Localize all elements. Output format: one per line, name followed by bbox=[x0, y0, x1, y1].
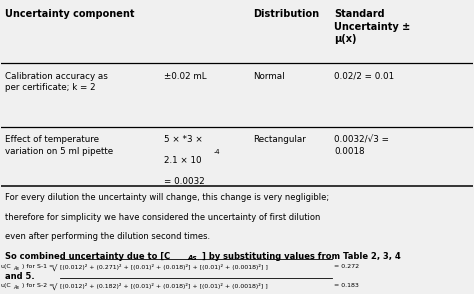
Text: u(C: u(C bbox=[0, 283, 11, 288]
Text: As: As bbox=[187, 255, 197, 261]
Text: √: √ bbox=[52, 283, 57, 292]
Text: As: As bbox=[13, 285, 19, 290]
Text: √: √ bbox=[52, 264, 57, 273]
Text: 0.02/2 = 0.01: 0.02/2 = 0.01 bbox=[334, 71, 394, 81]
Text: Standard
Uncertainty ±
μ(x): Standard Uncertainty ± μ(x) bbox=[334, 9, 410, 44]
Text: Rectangular: Rectangular bbox=[254, 135, 306, 144]
Text: So combined uncertainty due to [C: So combined uncertainty due to [C bbox=[5, 252, 171, 261]
Text: ) for S-1 =: ) for S-1 = bbox=[22, 264, 56, 269]
Text: ±0.02 mL: ±0.02 mL bbox=[164, 71, 206, 81]
Text: For every dilution the uncertainty will change, this change is very negligible;: For every dilution the uncertainty will … bbox=[5, 193, 329, 202]
Text: u(C: u(C bbox=[0, 264, 11, 269]
Text: [(0.012)² + (0.271)² + [(0.01)² + (0.018)²] + [(0.01)² + (0.0018)²] ]: [(0.012)² + (0.271)² + [(0.01)² + (0.018… bbox=[60, 264, 268, 270]
Text: = 0.0032: = 0.0032 bbox=[164, 178, 204, 186]
Text: and 5.: and 5. bbox=[5, 272, 35, 281]
Text: 5 × *3 ×: 5 × *3 × bbox=[164, 135, 202, 144]
Text: 2.1 × 10: 2.1 × 10 bbox=[164, 156, 201, 165]
Text: = 0.183: = 0.183 bbox=[334, 283, 359, 288]
Text: 0.0032/√3 =
0.0018: 0.0032/√3 = 0.0018 bbox=[334, 135, 389, 156]
Text: Uncertainty component: Uncertainty component bbox=[5, 9, 135, 19]
Text: Distribution: Distribution bbox=[254, 9, 319, 19]
Text: Normal: Normal bbox=[254, 71, 285, 81]
Text: Effect of temperature
variation on 5 ml pipette: Effect of temperature variation on 5 ml … bbox=[5, 135, 114, 156]
Text: ) for S-2 =: ) for S-2 = bbox=[22, 283, 56, 288]
Text: Calibration accuracy as
per certificate; k = 2: Calibration accuracy as per certificate;… bbox=[5, 71, 108, 92]
Text: -4: -4 bbox=[213, 149, 220, 155]
Text: even after performing the dilution second times.: even after performing the dilution secon… bbox=[5, 232, 210, 241]
Text: [(0.012)² + (0.182)² + [(0.01)² + (0.018)²] + [(0.01)² + (0.0018)²] ]: [(0.012)² + (0.182)² + [(0.01)² + (0.018… bbox=[60, 283, 268, 289]
Text: As: As bbox=[13, 266, 19, 271]
Text: therefore for simplicity we have considered the uncertainty of first dilution: therefore for simplicity we have conside… bbox=[5, 213, 321, 222]
Text: = 0.272: = 0.272 bbox=[334, 264, 359, 269]
Text: ] by substituting values from Table 2, 3, 4: ] by substituting values from Table 2, 3… bbox=[201, 252, 401, 261]
